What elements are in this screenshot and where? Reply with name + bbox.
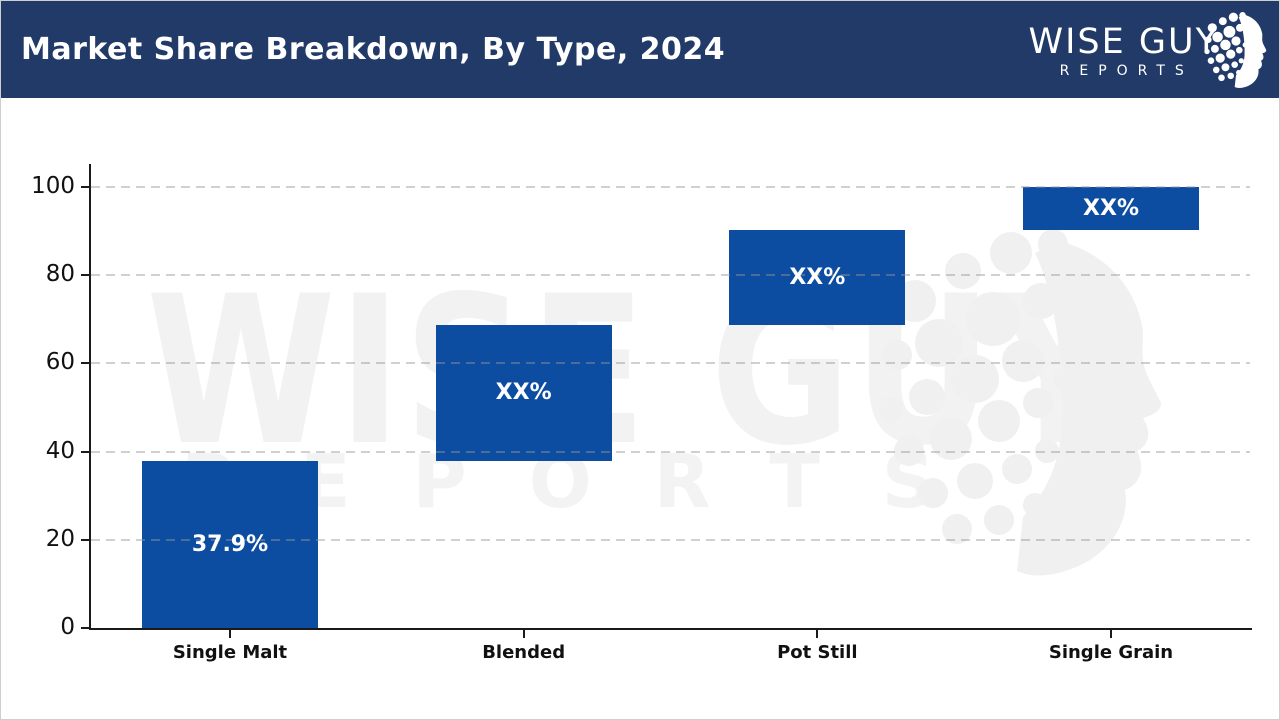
gridline [91, 538, 1250, 541]
logo-text: WISE GUY REPORTS [1028, 23, 1219, 79]
y-axis-tick-label: 20 [45, 525, 75, 552]
y-axis-tick-label: 80 [45, 261, 75, 288]
x-axis-tick-label: Single Grain [1048, 642, 1174, 663]
y-axis-tick-label: 100 [31, 172, 75, 199]
y-axis-tick [81, 450, 89, 453]
gridline [91, 362, 1250, 365]
plot-area: 0 20 40 60 80 100 37.9% Single Malt XX% Blended XX… [31, 164, 1252, 663]
head-dots-icon [1204, 11, 1267, 88]
bar-single-malt [142, 460, 318, 628]
gridline [91, 274, 1250, 277]
gridline [91, 450, 1250, 453]
y-axis-tick [81, 274, 89, 277]
page-title: Market Share Breakdown, By Type, 2024 [21, 32, 726, 67]
bar-single-grain [1023, 186, 1199, 231]
logo-subtitle: REPORTS [1059, 62, 1194, 79]
y-axis-tick [81, 185, 89, 188]
y-axis [89, 164, 91, 630]
x-axis-tick-label: Single Malt [172, 642, 288, 663]
gridline [91, 185, 1250, 188]
y-axis-tick-label: 40 [45, 437, 75, 464]
wise-guy-logo: WISE GUY REPORTS [1028, 9, 1269, 93]
x-axis-tick [522, 630, 525, 638]
y-axis-tick [81, 538, 89, 541]
bar-pot-still [729, 230, 906, 325]
y-axis-tick-label: 60 [45, 349, 75, 376]
x-axis-tick [229, 630, 231, 638]
x-axis-tick [1110, 630, 1112, 638]
header-bar: Market Share Breakdown, By Type, 2024 WI… [1, 1, 1279, 98]
y-axis-tick [81, 627, 89, 629]
logo-wordmark: WISE GUY [1028, 22, 1219, 63]
y-axis-tick [81, 362, 89, 365]
x-axis-tick-label: Pot Still [777, 642, 858, 663]
bar-blended [435, 324, 612, 461]
x-axis-tick-label: Blended [482, 642, 566, 663]
x-axis-tick [816, 630, 819, 638]
y-axis-tick-label: 0 [60, 614, 75, 640]
x-axis [89, 628, 1252, 630]
